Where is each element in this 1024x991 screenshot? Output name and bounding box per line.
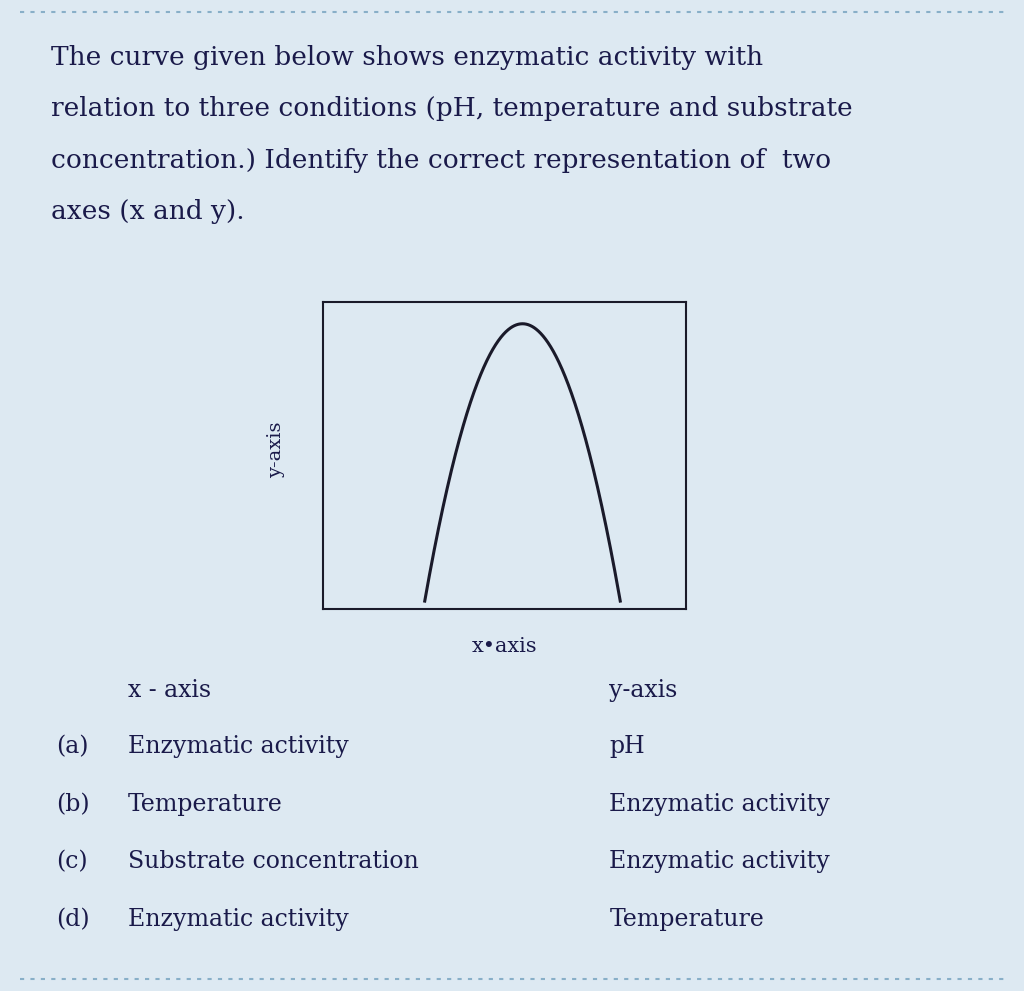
- Text: Temperature: Temperature: [609, 908, 764, 931]
- Text: (b): (b): [56, 793, 90, 816]
- Text: (d): (d): [56, 908, 90, 931]
- Text: x•axis: x•axis: [471, 637, 538, 656]
- Text: (c): (c): [56, 850, 88, 873]
- Text: Temperature: Temperature: [128, 793, 283, 816]
- Text: The curve given below shows enzymatic activity with: The curve given below shows enzymatic ac…: [51, 45, 763, 69]
- Text: y-axis: y-axis: [609, 679, 678, 702]
- Text: pH: pH: [609, 735, 645, 758]
- Text: axes (x and y).: axes (x and y).: [51, 199, 245, 224]
- Text: concentration.) Identify the correct representation of  two: concentration.) Identify the correct rep…: [51, 148, 831, 172]
- Text: (a): (a): [56, 735, 89, 758]
- Text: x - axis: x - axis: [128, 679, 211, 702]
- Text: Enzymatic activity: Enzymatic activity: [128, 908, 349, 931]
- Text: Enzymatic activity: Enzymatic activity: [128, 735, 349, 758]
- Text: Substrate concentration: Substrate concentration: [128, 850, 419, 873]
- Text: relation to three conditions (pH, temperature and substrate: relation to three conditions (pH, temper…: [51, 96, 853, 121]
- Text: y-axis: y-axis: [267, 421, 286, 478]
- Text: Enzymatic activity: Enzymatic activity: [609, 850, 830, 873]
- Text: Enzymatic activity: Enzymatic activity: [609, 793, 830, 816]
